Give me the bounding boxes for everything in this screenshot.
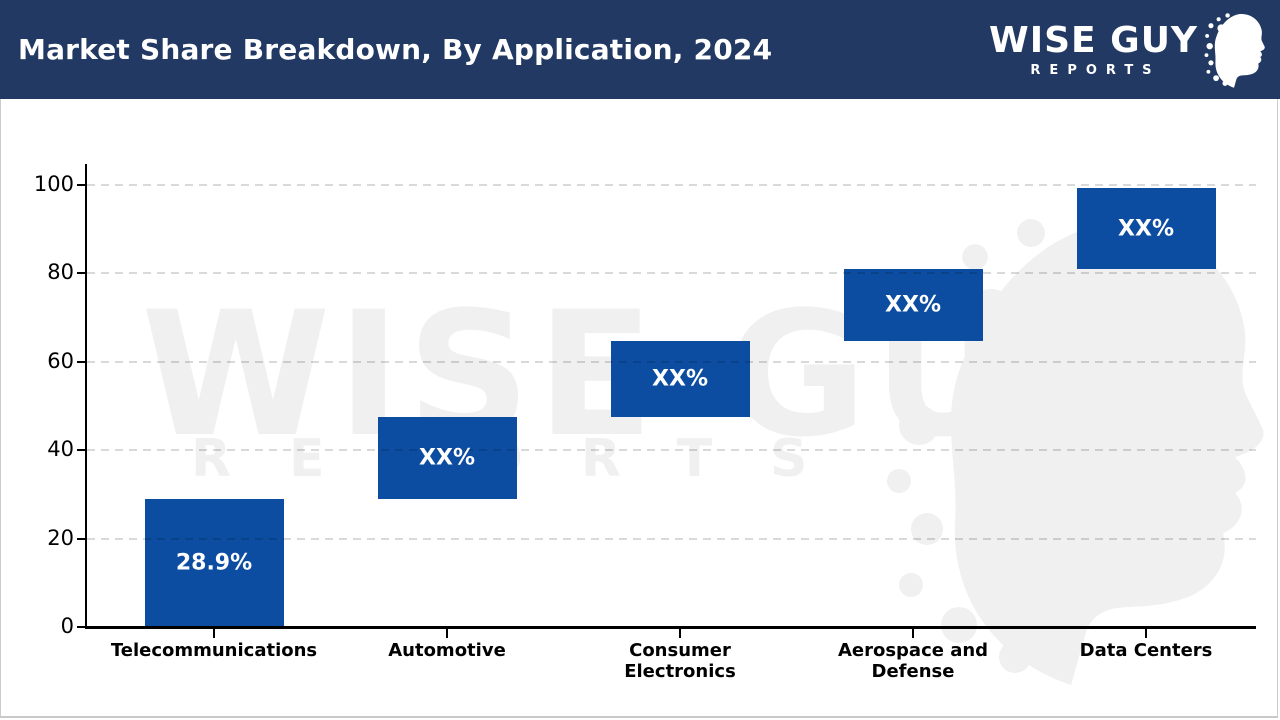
category-label: Automotive [388, 640, 506, 661]
gridline-100 [87, 183, 1256, 186]
gridline-40 [87, 449, 1256, 451]
bar-value-label: XX% [1118, 216, 1174, 242]
y-tick-label: 20 [47, 525, 74, 550]
x-tick-mark [679, 629, 681, 638]
y-tick-mark [77, 183, 85, 186]
wiseguy-logo: WISE GUY REPORTS [989, 9, 1266, 91]
bar-consumer-electronics [610, 340, 750, 417]
y-tick-label: 40 [47, 437, 74, 461]
bar-value-label: 28.9% [175, 550, 253, 576]
bar-automotive [377, 416, 517, 500]
y-axis [85, 164, 87, 629]
gridline-60 [87, 360, 1256, 363]
bar-value-label: XX% [419, 445, 475, 471]
gridline-20 [87, 537, 1256, 540]
y-tick-mark [77, 626, 85, 628]
category-label: Telecommunications [110, 640, 318, 661]
x-axis [85, 626, 1256, 629]
wiseguy-face-icon [1202, 9, 1266, 91]
page-title: Market Share Breakdown, By Application, … [18, 33, 773, 66]
y-tick-label: 0 [60, 614, 74, 638]
y-tick-label: 80 [47, 260, 74, 284]
bar-value-label: XX% [885, 292, 941, 318]
y-tick-label: 100 [33, 171, 74, 196]
y-tick-mark [77, 537, 85, 540]
category-label: Consumer Electronics [624, 640, 736, 682]
watermark-text-line2: REPORTS [191, 429, 866, 489]
x-tick-mark [213, 629, 215, 638]
header: Market Share Breakdown, By Application, … [0, 0, 1280, 99]
wiseguy-logo-line1: WISE GUY [988, 19, 1198, 61]
bar-telecommunications [144, 499, 284, 627]
x-tick-mark [446, 629, 448, 638]
gridline-80 [87, 272, 1256, 274]
y-tick-mark [77, 449, 85, 451]
bar-aerospace-and-defense [843, 269, 983, 341]
bar-value-label: XX% [652, 366, 708, 392]
wiseguy-logo-line2: REPORTS [1030, 62, 1161, 78]
category-label: Data Centers [1079, 640, 1213, 661]
x-tick-mark [912, 629, 914, 638]
y-tick-label: 60 [47, 348, 74, 373]
y-tick-mark [77, 360, 85, 363]
y-tick-mark [77, 272, 85, 274]
x-tick-mark [1145, 629, 1147, 638]
category-label: Aerospace and Defense [837, 640, 989, 682]
wiseguy-logo-text: WISE GUY REPORTS [988, 19, 1198, 78]
bar-data-centers [1076, 188, 1216, 269]
